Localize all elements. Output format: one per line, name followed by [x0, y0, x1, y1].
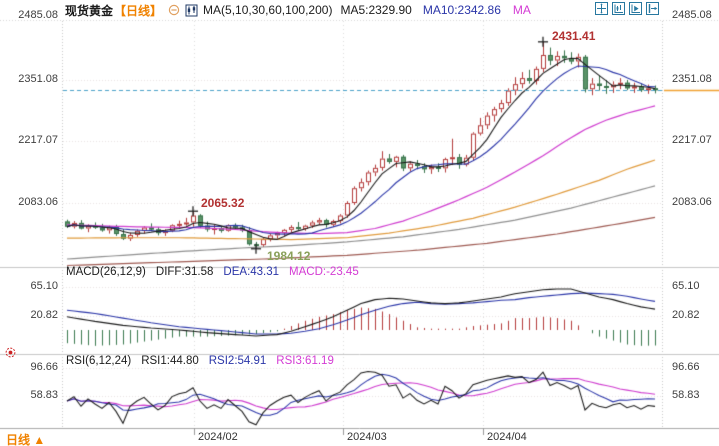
axis-tick-label: 2217.07 [18, 134, 58, 146]
date-label: 2024/02 [198, 431, 238, 443]
date-label: 2024/04 [487, 431, 527, 443]
date-label: 2024/03 [347, 431, 387, 443]
live-indicator-target-icon [4, 346, 17, 364]
macd-header: MACD(26,12,9) DIFF:31.58 DEA:43.31 MACD:… [66, 266, 359, 278]
axis-tick-label: 20.82 [30, 309, 58, 321]
price-annotation: 1984.12 [267, 249, 311, 263]
crosshair-tool-icon[interactable] [595, 2, 608, 15]
axis-tick-label: 2485.08 [18, 9, 58, 21]
ma-settings-label: MA(5,10,30,60,100,200) [203, 3, 333, 17]
rsi1-readout: RSI1:44.80 [141, 355, 199, 367]
price-annotation: 2065.32 [201, 196, 245, 210]
axis-tick-label: 2217.07 [672, 134, 712, 146]
ma-more-readout: MA [512, 3, 531, 17]
axis-tick-label: 2351.08 [18, 73, 58, 85]
ma5-readout: MA5:2329.90 [340, 3, 412, 17]
chart-toolbar [595, 2, 659, 15]
period-selector[interactable]: 日线 ▲ [6, 433, 46, 446]
right-price-axis: 2485.08 2351.08 2217.07 2083.06 65.10 20.82 96… [670, 0, 719, 446]
left-price-axis: 2485.08 2351.08 2217.07 2083.06 65.10 20.82 96… [0, 0, 58, 446]
axis-tick-label: 2351.08 [672, 73, 712, 85]
axis-play-icon[interactable] [629, 2, 642, 15]
macd-hist-readout: MACD:-23.45 [289, 266, 359, 278]
axis-tick-label: 2083.06 [672, 196, 712, 208]
axis-tick-label: 20.82 [672, 309, 700, 321]
axis-tick-label: 96.66 [672, 361, 700, 373]
axis-tick-label: 65.10 [30, 280, 58, 292]
axis-tick-label: 58.83 [672, 389, 700, 401]
macd-title: MACD(26,12,9) [66, 266, 146, 278]
axis-tick-label: 2083.06 [18, 196, 58, 208]
rsi2-readout: RSI2:54.91 [208, 355, 267, 367]
macd-diff-readout: DIFF:31.58 [155, 266, 214, 278]
collapse-icon[interactable] [168, 4, 180, 16]
ma10-readout: MA10:2342.86 [422, 3, 501, 17]
macd-dea-readout: DEA:43.31 [223, 266, 280, 278]
rsi-header: RSI(6,12,24) RSI1:44.80 RSI2:54.91 RSI3:… [66, 355, 334, 367]
axis-scale-icon[interactable] [612, 2, 625, 15]
chart-header: 现货黄金 【日线】 MA(5,10,30,60,100,200) MA5:232… [65, 2, 531, 18]
rsi-title: RSI(6,12,24) [66, 355, 132, 367]
axis-tick-label: 2485.08 [672, 9, 712, 21]
axis-tick-label: 96.66 [30, 361, 58, 373]
rsi3-readout: RSI3:61.19 [276, 355, 334, 367]
period-label[interactable]: 【日线】 [114, 3, 163, 18]
candlestick-chart-icon[interactable] [185, 4, 198, 17]
time-axis-bar: 日线 ▲ 2024/02 2024/03 2024/04 [0, 429, 719, 446]
axis-tick-label: 58.83 [30, 389, 58, 401]
price-annotation: 2431.41 [552, 29, 596, 43]
symbol-name[interactable]: 现货黄金 [65, 3, 114, 18]
jump-to-latest-icon[interactable] [646, 2, 659, 15]
axis-tick-label: 65.10 [672, 280, 700, 292]
